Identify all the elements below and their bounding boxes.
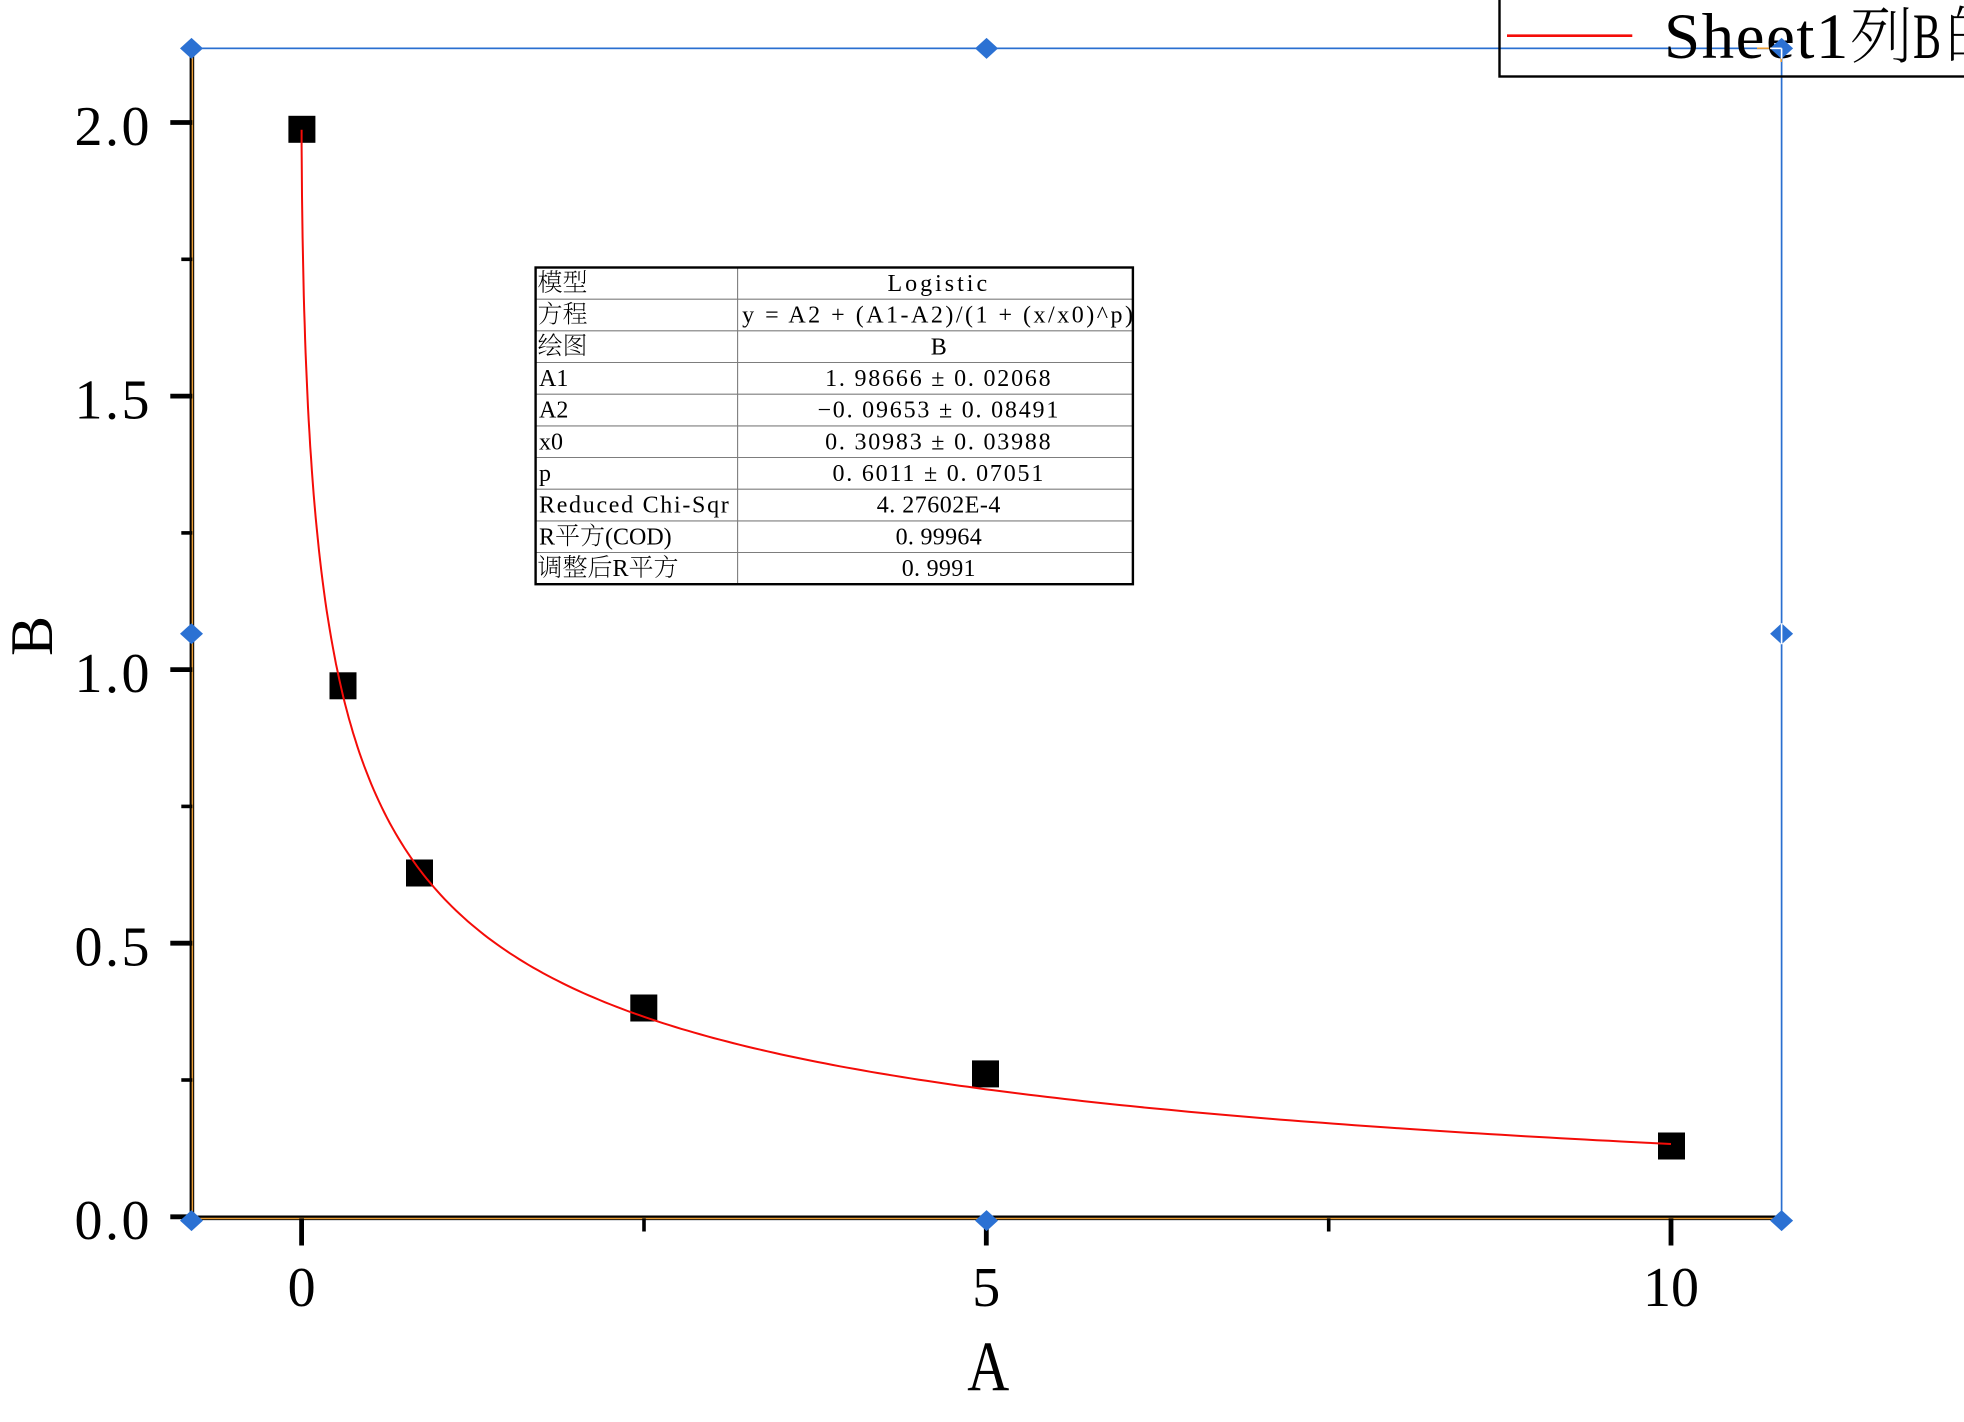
svg-text:0. 9991: 0. 9991 [902, 556, 976, 582]
svg-text:B: B [1913, 1, 1941, 73]
svg-text:1.5: 1.5 [75, 369, 153, 431]
svg-text:R: R [539, 524, 555, 550]
svg-text:B: B [0, 616, 65, 656]
svg-text:A2: A2 [539, 398, 568, 424]
svg-text:0. 99964: 0. 99964 [896, 524, 982, 550]
svg-text:Reduced Chi-Sqr: Reduced Chi-Sqr [539, 493, 730, 519]
svg-text:5: 5 [972, 1257, 1000, 1319]
svg-text:1. 98666 ± 0. 02068: 1. 98666 ± 0. 02068 [825, 366, 1052, 392]
svg-text:0.5: 0.5 [75, 917, 153, 979]
svg-text:4. 27602E-4: 4. 27602E-4 [877, 493, 1001, 519]
svg-text:x0: x0 [539, 429, 563, 455]
svg-text:1.0: 1.0 [75, 643, 153, 705]
svg-text:y = A2 + (A1-A2)/(1 + (x/x0)^p: y = A2 + (A1-A2)/(1 + (x/x0)^p) [742, 303, 1135, 329]
svg-text:0. 6011 ± 0. 07051: 0. 6011 ± 0. 07051 [832, 461, 1045, 487]
svg-text:A: A [967, 1328, 1009, 1406]
svg-text:p: p [539, 461, 551, 487]
svg-text:B: B [931, 334, 947, 360]
svg-text:R: R [613, 556, 629, 582]
svg-text:10: 10 [1643, 1257, 1699, 1319]
svg-text:0.0: 0.0 [75, 1190, 153, 1252]
svg-text:(COD): (COD) [605, 524, 672, 550]
svg-text:2.0: 2.0 [75, 96, 153, 158]
svg-text:−0. 09653 ± 0. 08491: −0. 09653 ± 0. 08491 [817, 398, 1060, 424]
svg-text:0. 30983 ± 0. 03988: 0. 30983 ± 0. 03988 [825, 429, 1052, 455]
svg-text:Sheet1: Sheet1 [1664, 1, 1850, 73]
svg-text:Logistic: Logistic [887, 271, 990, 297]
svg-text:0: 0 [288, 1257, 316, 1319]
svg-text:A1: A1 [539, 366, 568, 392]
